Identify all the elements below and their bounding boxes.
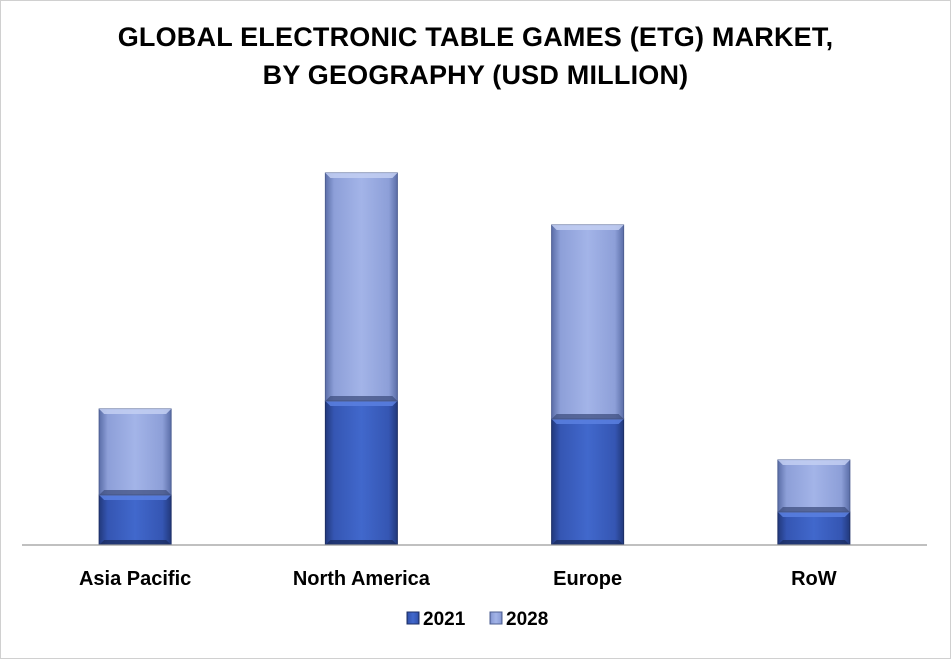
bar-2028-row xyxy=(777,459,851,513)
legend-swatch xyxy=(406,611,420,625)
bar-2021-row xyxy=(777,511,851,546)
legend-label: 2028 xyxy=(506,609,548,630)
bar-2028-europe xyxy=(551,224,625,420)
bar-2028-north-america xyxy=(324,172,398,402)
chart-title-line-1: GLOBAL ELECTRONIC TABLE GAMES (ETG) MARK… xyxy=(117,22,834,52)
category-label: Asia Pacific xyxy=(79,568,191,590)
chart-title-line-2: BY GEOGRAPHY (USD MILLION) xyxy=(262,60,689,90)
legend-label: 2021 xyxy=(423,609,466,630)
legend-item-2028: 2028 xyxy=(489,609,548,630)
bar-2021-asia-pacific xyxy=(98,494,172,546)
category-label: North America xyxy=(293,568,431,590)
bar-2021-europe xyxy=(551,418,625,546)
legend-swatch xyxy=(489,611,503,625)
bar-2021-north-america xyxy=(324,400,398,546)
bar-2028-asia-pacific xyxy=(98,408,172,496)
category-label: Europe xyxy=(553,568,622,590)
legend-item-2021: 2021 xyxy=(406,609,466,630)
category-label: RoW xyxy=(791,568,837,590)
